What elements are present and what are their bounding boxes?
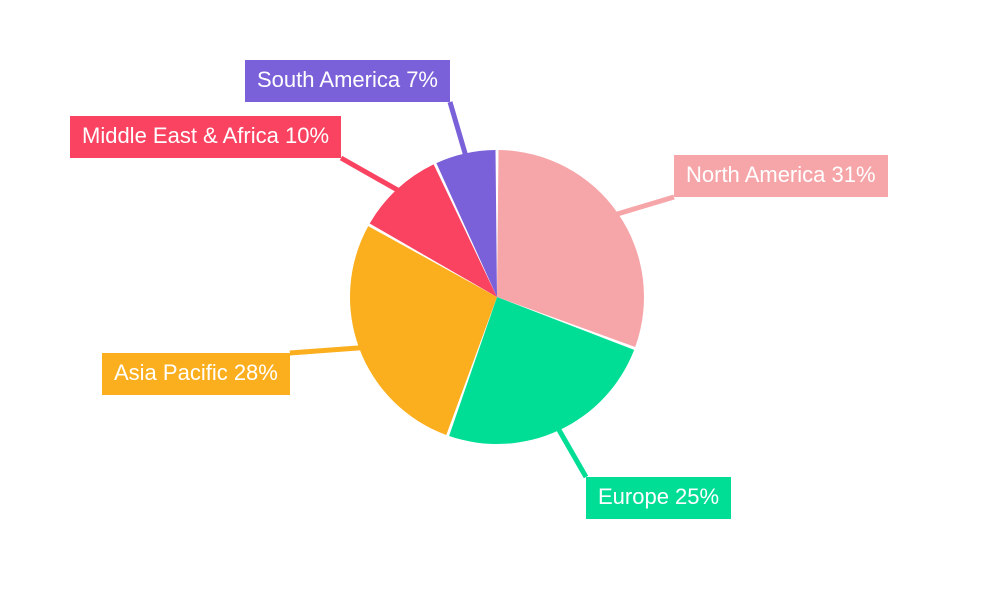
slice-label-asia-pacific-text: Asia Pacific 28% xyxy=(114,360,278,385)
slice-label-middle-east-africa[interactable]: Middle East & Africa 10% xyxy=(70,116,342,158)
slice-label-europe[interactable]: Europe 25% xyxy=(586,477,732,519)
pie-slice[interactable] xyxy=(497,150,644,348)
pie-slice[interactable] xyxy=(369,164,497,297)
leader-line xyxy=(615,194,675,217)
leader-line xyxy=(289,345,362,356)
leader-lines-group xyxy=(289,101,675,479)
leader-line xyxy=(556,427,589,479)
slice-label-asia-pacific[interactable]: Asia Pacific 28% xyxy=(102,353,290,395)
pie-slice[interactable] xyxy=(436,150,497,297)
leader-line xyxy=(339,155,400,193)
leader-line xyxy=(447,101,469,157)
slice-label-south-america-text: South America 7% xyxy=(257,67,438,92)
slice-label-north-america-text: North America 31% xyxy=(686,162,876,187)
slice-label-south-america[interactable]: South America 7% xyxy=(245,60,450,102)
pie-slice[interactable] xyxy=(449,297,635,445)
slice-label-europe-text: Europe 25% xyxy=(598,484,720,509)
pie-slice[interactable] xyxy=(349,226,497,435)
pie-slices-group xyxy=(349,150,644,445)
slice-label-middle-east-africa-text: Middle East & Africa 10% xyxy=(82,123,330,148)
slice-label-north-america[interactable]: North America 31% xyxy=(674,155,888,197)
